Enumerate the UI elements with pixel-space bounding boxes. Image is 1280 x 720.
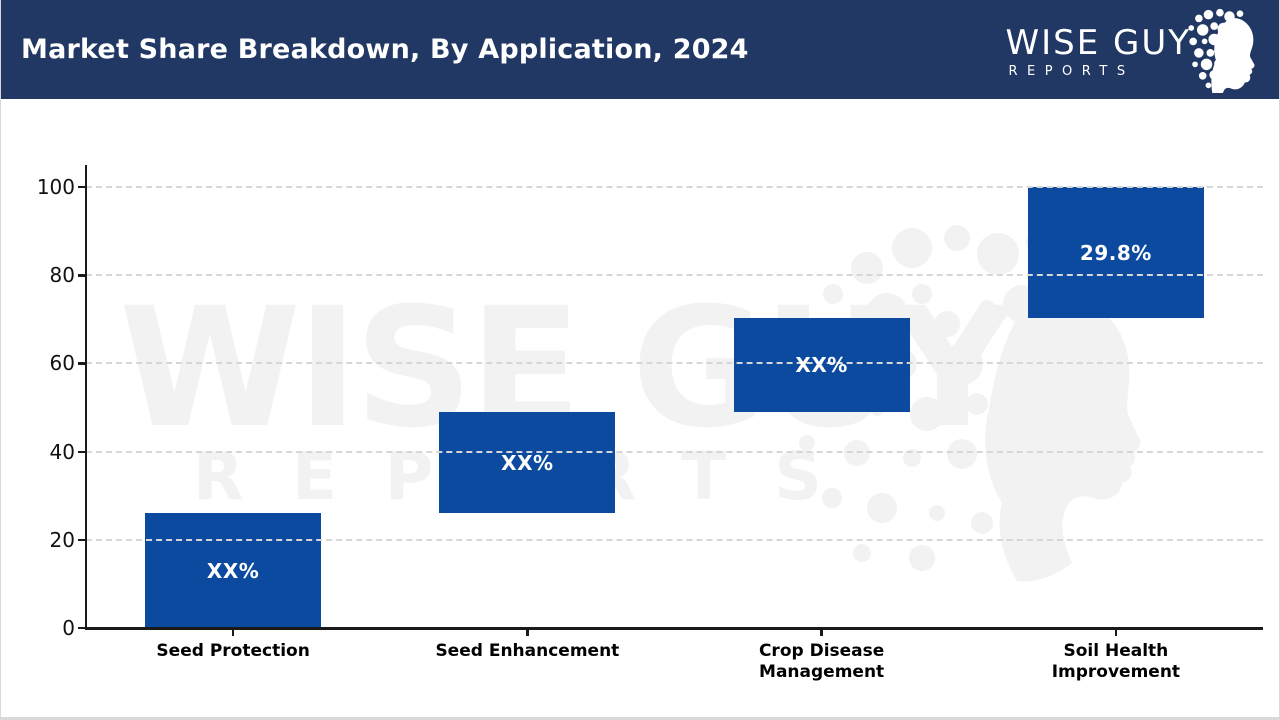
gridline xyxy=(86,274,1263,277)
y-axis-tick-label: 80 xyxy=(49,263,75,288)
page-title: Market Share Breakdown, By Application, … xyxy=(21,34,749,65)
bar-value-label: XX% xyxy=(501,450,554,475)
x-axis-category-label: Crop Disease Management xyxy=(758,641,885,682)
y-axis-tick xyxy=(78,627,86,630)
x-axis-tick xyxy=(526,629,529,636)
bar-value-label: 29.8% xyxy=(1079,240,1152,265)
header-bar: Market Share Breakdown, By Application, … xyxy=(1,0,1279,99)
x-axis-line xyxy=(85,627,1263,630)
head-profile-dots-icon xyxy=(1188,8,1255,93)
y-axis-tick xyxy=(78,538,86,542)
y-axis-tick-label: 100 xyxy=(36,175,75,199)
x-axis-tick xyxy=(820,629,823,636)
bar-value-label: XX% xyxy=(795,353,848,378)
x-axis-category-label: Seed Protection xyxy=(156,641,310,661)
logo-text: WISE GUY REPORTS xyxy=(1005,26,1191,78)
bar-segment xyxy=(145,513,322,628)
y-axis-tick xyxy=(78,274,86,277)
bar-value-label: XX% xyxy=(206,558,260,583)
gridline xyxy=(86,362,1263,365)
y-axis-tick-label: 60 xyxy=(49,351,75,376)
logo-tagline: REPORTS xyxy=(1008,63,1135,79)
y-axis-tick xyxy=(78,362,86,365)
wise-guy-reports-logo: WISE GUY REPORTS xyxy=(1005,7,1257,93)
y-axis-tick-label: 20 xyxy=(49,527,75,552)
x-axis-category-label: Seed Enhancement xyxy=(435,641,620,661)
y-axis-tick xyxy=(78,450,86,453)
y-axis-line xyxy=(85,165,88,629)
gridline xyxy=(86,450,1263,453)
bar-segment xyxy=(439,411,616,514)
gridline xyxy=(86,186,1263,188)
y-axis-tick xyxy=(78,186,86,189)
y-axis-tick-label: 0 xyxy=(62,616,75,640)
x-axis-tick xyxy=(1114,629,1118,636)
logo-name: WISE GUY xyxy=(1005,22,1191,63)
x-axis-tick xyxy=(231,629,235,636)
gridline xyxy=(86,538,1263,541)
x-axis-category-label: Soil Health Improvement xyxy=(1051,641,1181,682)
y-axis-tick-label: 40 xyxy=(49,439,75,464)
